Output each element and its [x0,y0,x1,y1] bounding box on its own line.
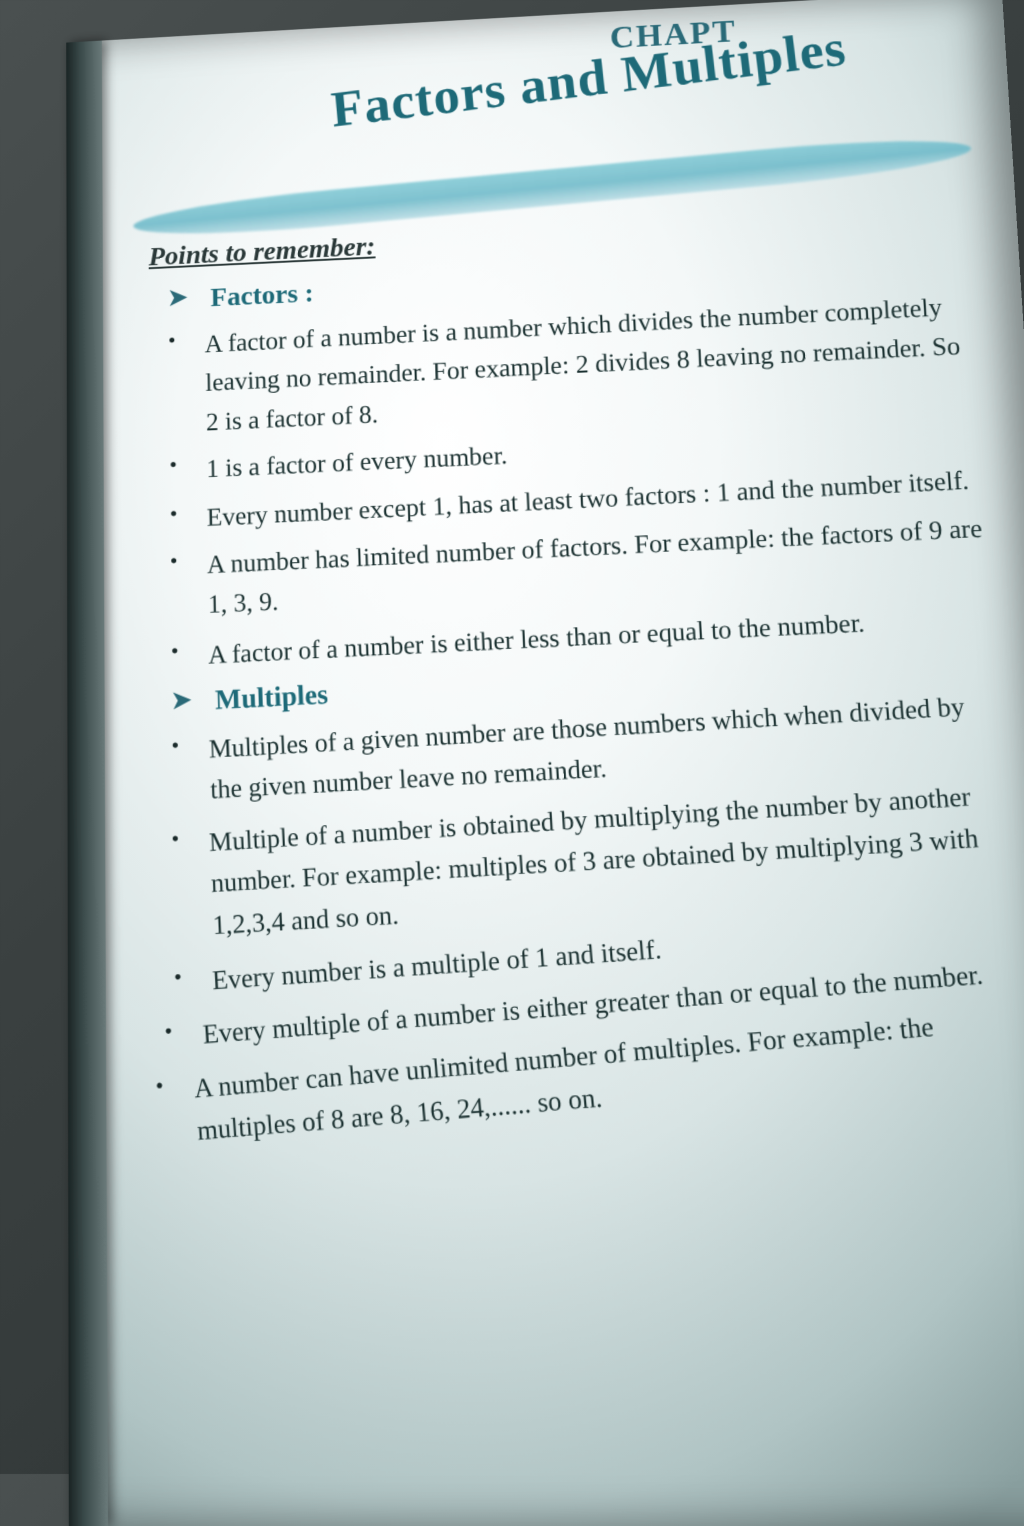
bullet-icon: • [173,962,182,992]
bullet-icon: • [168,327,176,355]
arrow-icon: ➤ [168,284,188,312]
bullet-icon: • [171,637,179,666]
textbook-page: CHAPT Factors and Multiples Points to re… [66,0,1024,1526]
bullet-icon: • [170,547,178,575]
bullet-icon: • [171,824,180,854]
bullet-icon: • [164,1017,174,1047]
bullet-icon: • [171,732,180,761]
bullet-icon: • [170,500,178,528]
factors-heading: Factors : [210,278,314,313]
multiples-heading: Multiples [215,679,329,717]
bullet-icon: • [155,1071,165,1102]
arrow-icon: ➤ [171,687,192,717]
book-spine [66,41,108,1526]
bullet-icon: • [169,451,177,479]
